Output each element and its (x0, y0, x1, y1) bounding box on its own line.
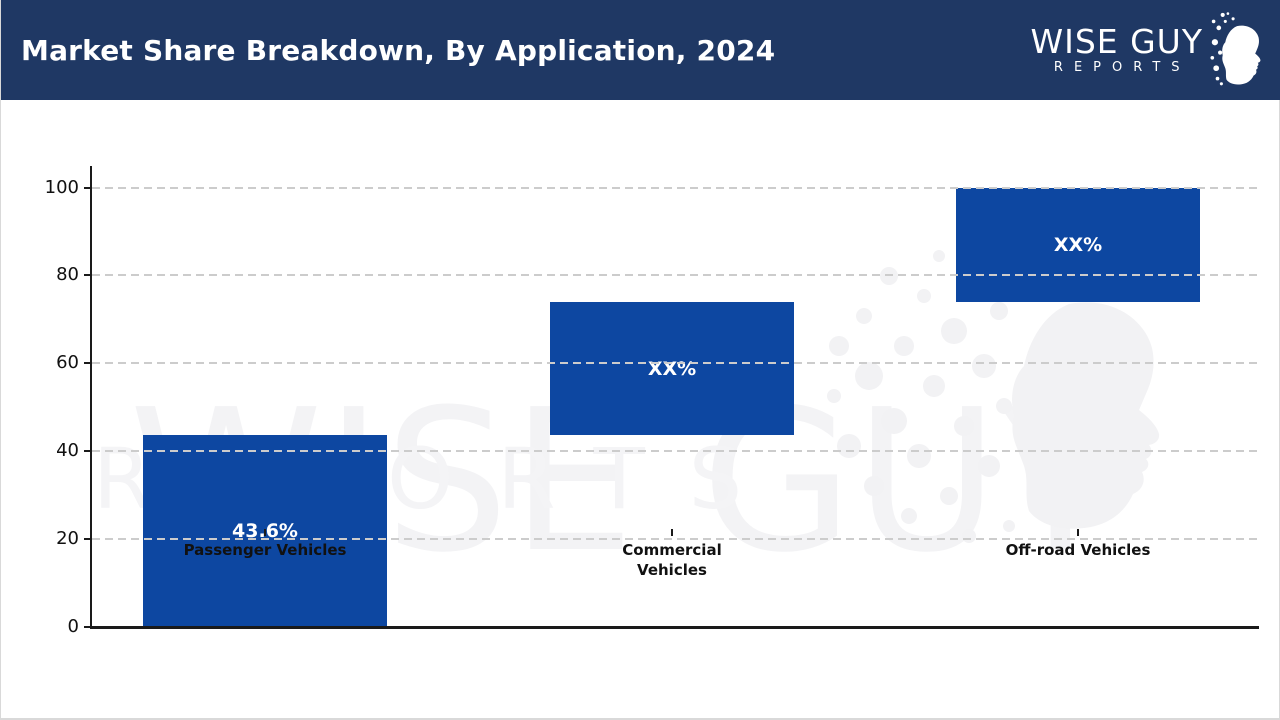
bar-value-label: XX% (1053, 233, 1103, 256)
logo-wordmark: WISE GUY (1030, 22, 1203, 61)
y-tick-0 (84, 626, 91, 628)
x-tick-1 (671, 529, 673, 536)
category-label-line: Passenger Vehicles (183, 541, 347, 559)
wiseguy-logo: WISE GUY REPORTS (1030, 11, 1267, 89)
category-label: Passenger Vehicles (145, 540, 385, 560)
y-tick-label-60: 60 (56, 352, 79, 374)
y-tick-label-40: 40 (56, 440, 79, 462)
bar-segment: XX% (956, 187, 1200, 302)
category-label-line: Vehicles (637, 561, 707, 579)
y-tick-label-100: 100 (44, 176, 79, 198)
category-label-line: Commercial (622, 541, 722, 559)
y-tick-20 (84, 538, 91, 541)
y-tick-label-20: 20 (56, 528, 79, 550)
category-label: Commercial Vehicles (552, 540, 792, 580)
y-tick-100 (84, 186, 91, 189)
category-label-line: Off-road Vehicles (1005, 541, 1151, 559)
y-tick-label-0: 0 (67, 616, 79, 637)
dotted-face-icon (1210, 12, 1261, 86)
gridline-60 (92, 362, 1259, 365)
y-tick-40 (84, 450, 91, 453)
y-tick-80 (84, 274, 91, 277)
logo-subtext: REPORTS (1053, 60, 1191, 75)
x-axis-line (90, 626, 1259, 629)
gridline-100 (92, 186, 1259, 189)
chart-title: Market Share Breakdown, By Application, … (21, 33, 776, 67)
y-axis-line (90, 166, 92, 629)
gridline-40 (92, 450, 1259, 453)
bar-segment: XX% (550, 301, 794, 436)
bar-value-label: XX% (647, 357, 697, 380)
header-banner: Market Share Breakdown, By Application, … (1, 0, 1280, 100)
chart-plot-area: WISE GUY REPORTS 02040608010043.6 (1, 100, 1280, 720)
x-tick-0 (264, 529, 266, 536)
y-tick-60 (84, 362, 91, 365)
x-tick-2 (1077, 529, 1079, 536)
category-label: Off-road Vehicles (958, 540, 1198, 560)
logo-text: WISE GUY REPORTS (1030, 24, 1203, 76)
gridline-20 (92, 538, 1259, 541)
gridline-80 (92, 274, 1259, 277)
y-tick-label-80: 80 (56, 264, 79, 286)
